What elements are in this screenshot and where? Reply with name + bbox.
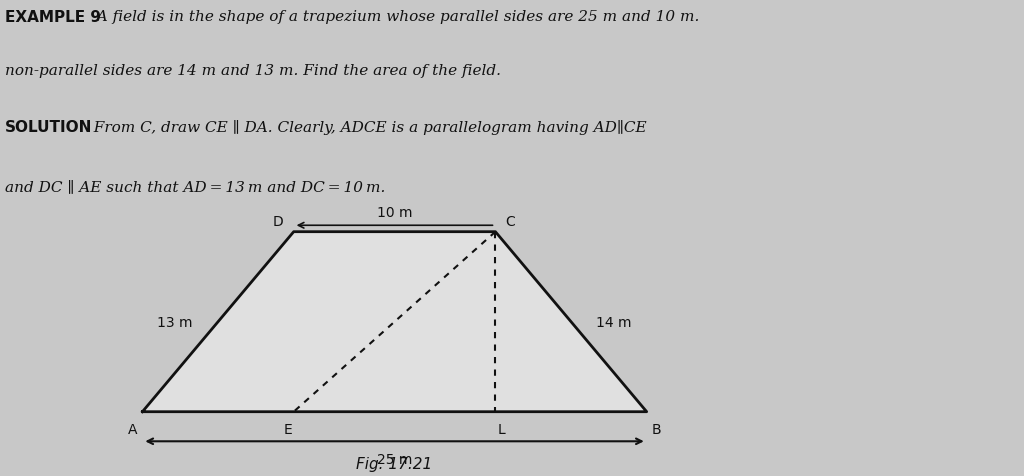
Text: A: A — [128, 422, 137, 436]
Text: 10 m: 10 m — [377, 206, 413, 219]
Text: B: B — [652, 422, 662, 436]
Text: E: E — [284, 422, 292, 436]
Text: A field is in the shape of a trapezium whose parallel sides are 25 m and 10 m.: A field is in the shape of a trapezium w… — [87, 10, 699, 24]
Text: 14 m: 14 m — [596, 315, 632, 329]
Text: 13 m: 13 m — [158, 315, 193, 329]
Text: non-parallel sides are 14 m and 13 m. Find the area of the field.: non-parallel sides are 14 m and 13 m. Fi… — [5, 64, 501, 78]
Text: D: D — [272, 214, 284, 228]
Text: Fig. 17.21: Fig. 17.21 — [356, 456, 433, 471]
Text: L: L — [498, 422, 505, 436]
Text: From C, draw CE ∥ DA. Clearly, ADCE is a parallelogram having AD∥CE: From C, draw CE ∥ DA. Clearly, ADCE is a… — [84, 120, 646, 135]
Text: 25 m: 25 m — [377, 452, 413, 466]
Text: SOLUTION: SOLUTION — [5, 120, 92, 135]
Text: EXAMPLE 9: EXAMPLE 9 — [5, 10, 101, 25]
Polygon shape — [142, 232, 647, 412]
Text: C: C — [506, 214, 515, 228]
Text: and DC ∥ AE such that AD = 13 m and DC = 10 m.: and DC ∥ AE such that AD = 13 m and DC =… — [5, 180, 385, 194]
